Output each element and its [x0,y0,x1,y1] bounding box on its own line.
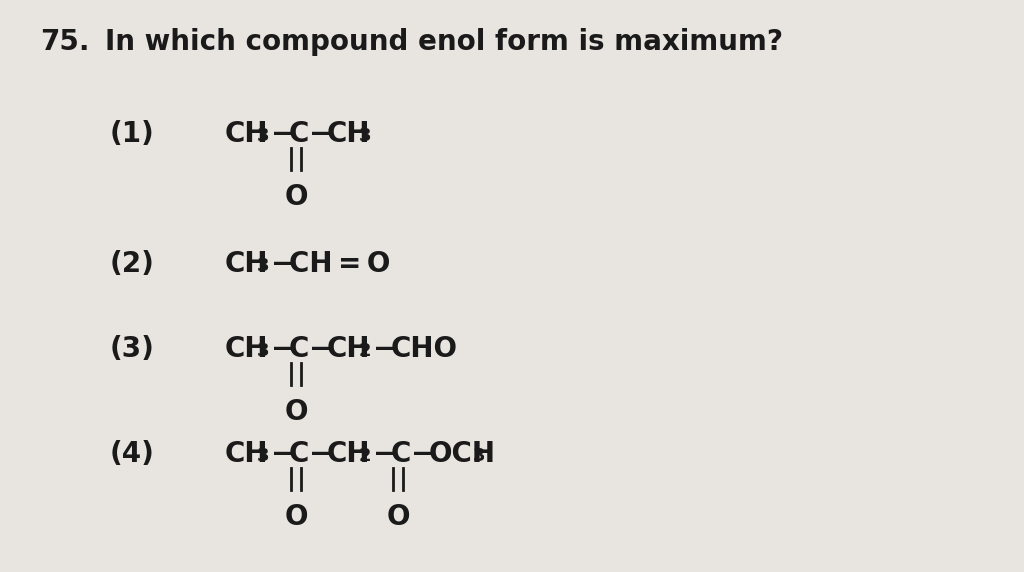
Text: −: − [373,440,396,468]
Text: O: O [285,398,308,426]
Text: O: O [386,503,410,531]
Text: CH: CH [327,335,371,363]
Text: (3): (3) [110,335,155,363]
Text: 3: 3 [359,127,372,145]
Text: −: − [271,250,294,278]
Text: CH = O: CH = O [289,250,390,278]
Text: 3: 3 [257,127,269,145]
Text: 3: 3 [257,447,269,465]
Text: CH: CH [225,120,268,148]
Text: 3: 3 [473,447,485,465]
Text: CHO: CHO [391,335,458,363]
Text: 2: 2 [359,342,372,360]
Text: −: − [309,335,332,363]
Text: (2): (2) [110,250,155,278]
Text: CH: CH [327,440,371,468]
Text: −: − [271,120,294,148]
Text: C: C [289,440,309,468]
Text: O: O [285,183,308,211]
Text: −: − [309,120,332,148]
Text: −: − [309,440,332,468]
Text: C: C [289,120,309,148]
Text: −: − [271,440,294,468]
Text: 75.: 75. [40,28,89,56]
Text: CH: CH [225,335,268,363]
Text: 3: 3 [257,342,269,360]
Text: −: − [271,335,294,363]
Text: OCH: OCH [429,440,496,468]
Text: 3: 3 [257,257,269,275]
Text: O: O [285,503,308,531]
Text: In which compound enol form is maximum?: In which compound enol form is maximum? [105,28,783,56]
Text: 2: 2 [359,447,372,465]
Text: (1): (1) [110,120,155,148]
Text: −: − [373,335,396,363]
Text: CH: CH [225,440,268,468]
Text: C: C [289,335,309,363]
Text: CH: CH [327,120,371,148]
Text: (4): (4) [110,440,155,468]
Text: CH: CH [225,250,268,278]
Text: C: C [391,440,412,468]
Text: −: − [411,440,434,468]
